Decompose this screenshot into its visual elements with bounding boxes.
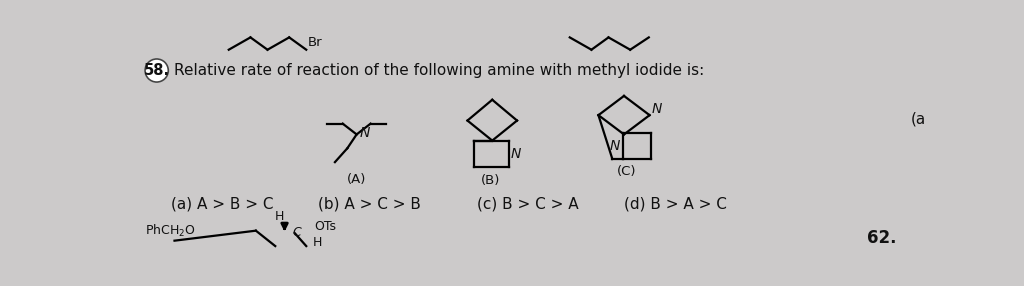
Text: (a) A > B > C: (a) A > B > C [171, 196, 273, 211]
Text: N: N [511, 147, 521, 161]
Text: C: C [293, 227, 301, 239]
Text: H: H [274, 210, 284, 223]
Text: Br: Br [308, 35, 323, 49]
Circle shape [145, 59, 168, 82]
Text: N: N [609, 139, 620, 153]
Text: (d) B > A > C: (d) B > A > C [624, 196, 727, 211]
Text: PhCH$_2$O: PhCH$_2$O [145, 223, 196, 239]
Text: N: N [651, 102, 662, 116]
Text: Relative rate of reaction of the following amine with methyl iodide is:: Relative rate of reaction of the followi… [174, 63, 705, 78]
Text: 62.: 62. [866, 229, 896, 247]
Text: (a: (a [910, 112, 926, 126]
Text: (C): (C) [616, 165, 636, 178]
Text: 58.: 58. [143, 63, 170, 78]
Text: N: N [359, 126, 370, 140]
Text: H: H [313, 236, 323, 249]
Text: (B): (B) [481, 174, 501, 187]
Text: (A): (A) [347, 172, 367, 186]
Text: OTs: OTs [314, 220, 336, 233]
Text: (c) B > C > A: (c) B > C > A [477, 196, 579, 211]
Text: (b) A > C > B: (b) A > C > B [317, 196, 421, 211]
